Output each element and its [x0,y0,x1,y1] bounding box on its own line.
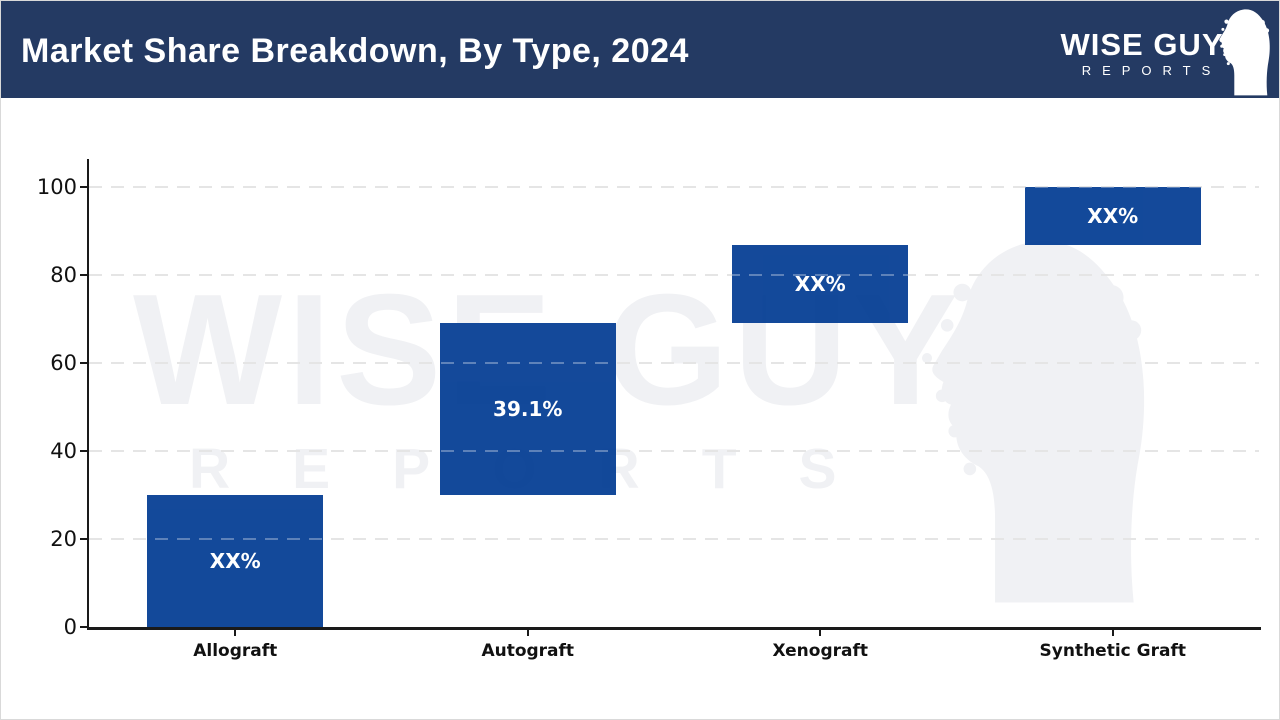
bar-value-label: XX% [209,549,261,573]
y-tick-mark [80,450,87,452]
x-axis-label: Allograft [193,641,278,661]
y-tick-label: 20 [50,527,77,551]
y-tick-label: 0 [63,615,77,639]
wiseguy-head-logo-icon [1216,9,1270,96]
x-axis-label: Synthetic Graft [1039,641,1186,661]
y-tick-label: 40 [50,439,77,463]
bar-value-label: XX% [1087,203,1139,228]
gridline [89,362,1259,364]
y-tick-label: 100 [36,175,77,199]
x-axis-line [87,627,1261,630]
wiseguy-logo: WISE GUY REPORTS [1021,1,1279,98]
y-tick-label: 60 [50,351,77,375]
x-tick-mark [234,628,237,636]
x-tick-mark [819,628,822,636]
bar: XX% [732,244,909,323]
gridline [89,450,1259,452]
bar-value-label: 39.1% [493,396,563,421]
gridline [89,186,1259,188]
bar: XX% [1024,187,1201,245]
y-tick-mark [80,538,87,540]
gridline [89,538,1259,540]
wiseguy-head-watermark-icon [921,241,1145,603]
logo-wiseguy-text: WISE GUY [1060,27,1224,62]
logo-reports-text: REPORTS [1081,63,1222,78]
gridline-overlay [89,538,1259,540]
y-tick-mark [80,362,87,364]
gridline [89,274,1259,276]
bar: 39.1% [439,322,616,495]
x-tick-mark [526,628,529,636]
y-tick-label: 80 [50,263,77,287]
y-tick-mark [80,626,87,628]
y-tick-mark [80,274,87,276]
x-axis-label: Xenograft [772,641,868,661]
y-tick-mark [80,186,87,188]
page-title: Market Share Breakdown, By Type, 2024 [21,32,689,70]
gridline-overlay [89,450,1259,452]
header-bar: Market Share Breakdown, By Type, 2024 WI… [1,1,1279,98]
gridline-overlay [89,186,1259,188]
gridline-overlay [89,362,1259,364]
x-axis-label: Autograft [481,641,575,661]
bar-value-label: XX% [794,271,846,296]
gridline-overlay [89,274,1259,276]
y-axis-line [87,159,89,629]
x-tick-mark [1111,628,1114,636]
bar: XX% [147,495,324,627]
